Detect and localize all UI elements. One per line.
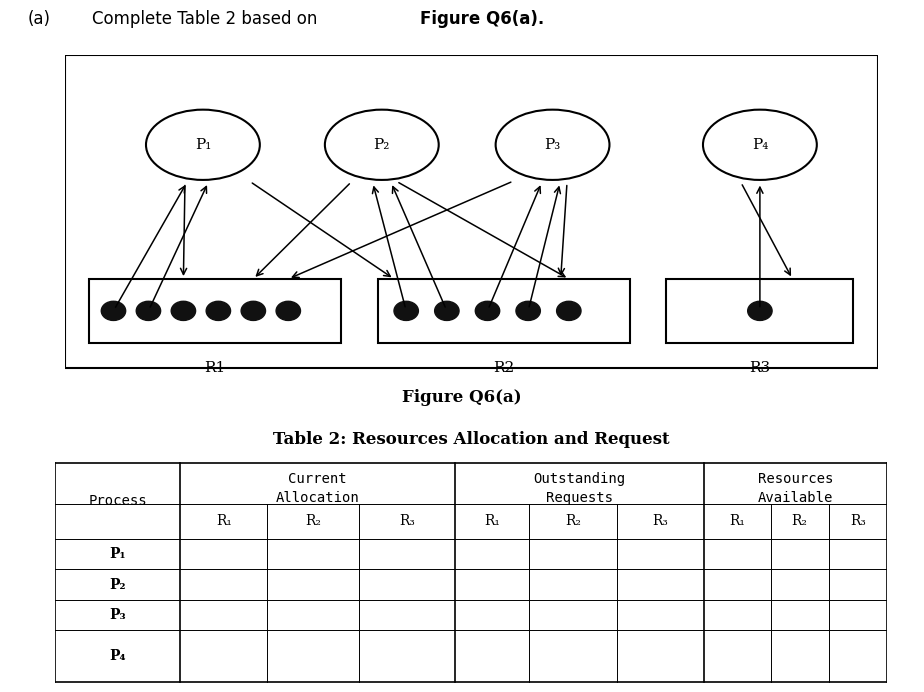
Text: Outstanding: Outstanding bbox=[533, 472, 626, 486]
Text: Process: Process bbox=[89, 494, 147, 508]
Ellipse shape bbox=[325, 109, 439, 180]
Text: R3: R3 bbox=[749, 361, 771, 374]
Ellipse shape bbox=[703, 109, 817, 180]
Circle shape bbox=[394, 301, 419, 320]
Bar bbox=[89, 279, 341, 343]
Text: P₄: P₄ bbox=[110, 649, 126, 663]
Text: R₂: R₂ bbox=[565, 514, 581, 529]
Text: P₃: P₃ bbox=[110, 608, 126, 622]
Circle shape bbox=[171, 301, 196, 320]
Bar bbox=[666, 279, 854, 343]
Text: Table 2: Resources Allocation and Request: Table 2: Resources Allocation and Reques… bbox=[273, 431, 670, 448]
Text: Requests: Requests bbox=[546, 491, 613, 505]
Text: P₂: P₂ bbox=[110, 578, 126, 592]
Text: R₃: R₃ bbox=[652, 514, 668, 529]
Text: R₃: R₃ bbox=[399, 514, 415, 529]
Text: R₂: R₂ bbox=[305, 514, 322, 529]
Text: R₃: R₃ bbox=[850, 514, 866, 529]
Text: Complete Table 2 based on: Complete Table 2 based on bbox=[92, 10, 323, 28]
Circle shape bbox=[102, 301, 126, 320]
Bar bbox=[378, 279, 630, 343]
Text: (a): (a) bbox=[28, 10, 51, 28]
Text: P₂: P₂ bbox=[373, 138, 390, 152]
Text: R₁: R₁ bbox=[484, 514, 500, 529]
Ellipse shape bbox=[146, 109, 260, 180]
Text: Current: Current bbox=[288, 472, 346, 486]
Circle shape bbox=[556, 301, 581, 320]
Circle shape bbox=[206, 301, 231, 320]
Circle shape bbox=[748, 301, 772, 320]
Text: Figure Q6(a): Figure Q6(a) bbox=[402, 390, 522, 406]
Text: Allocation: Allocation bbox=[275, 491, 359, 505]
Text: R₁: R₁ bbox=[216, 514, 232, 529]
Text: Available: Available bbox=[758, 491, 833, 505]
Text: P₄: P₄ bbox=[752, 138, 768, 152]
Circle shape bbox=[475, 301, 500, 320]
Text: R₁: R₁ bbox=[729, 514, 746, 529]
Text: R₂: R₂ bbox=[792, 514, 808, 529]
Text: Resources: Resources bbox=[758, 472, 833, 486]
Text: P₁: P₁ bbox=[110, 547, 126, 561]
Circle shape bbox=[136, 301, 161, 320]
Text: Figure Q6(a).: Figure Q6(a). bbox=[420, 10, 544, 28]
Circle shape bbox=[434, 301, 459, 320]
Circle shape bbox=[276, 301, 300, 320]
Circle shape bbox=[516, 301, 541, 320]
Text: P₁: P₁ bbox=[195, 138, 211, 152]
Circle shape bbox=[241, 301, 265, 320]
Ellipse shape bbox=[495, 109, 610, 180]
Text: P₃: P₃ bbox=[544, 138, 561, 152]
Text: R2: R2 bbox=[493, 361, 515, 374]
Text: R1: R1 bbox=[204, 361, 225, 374]
